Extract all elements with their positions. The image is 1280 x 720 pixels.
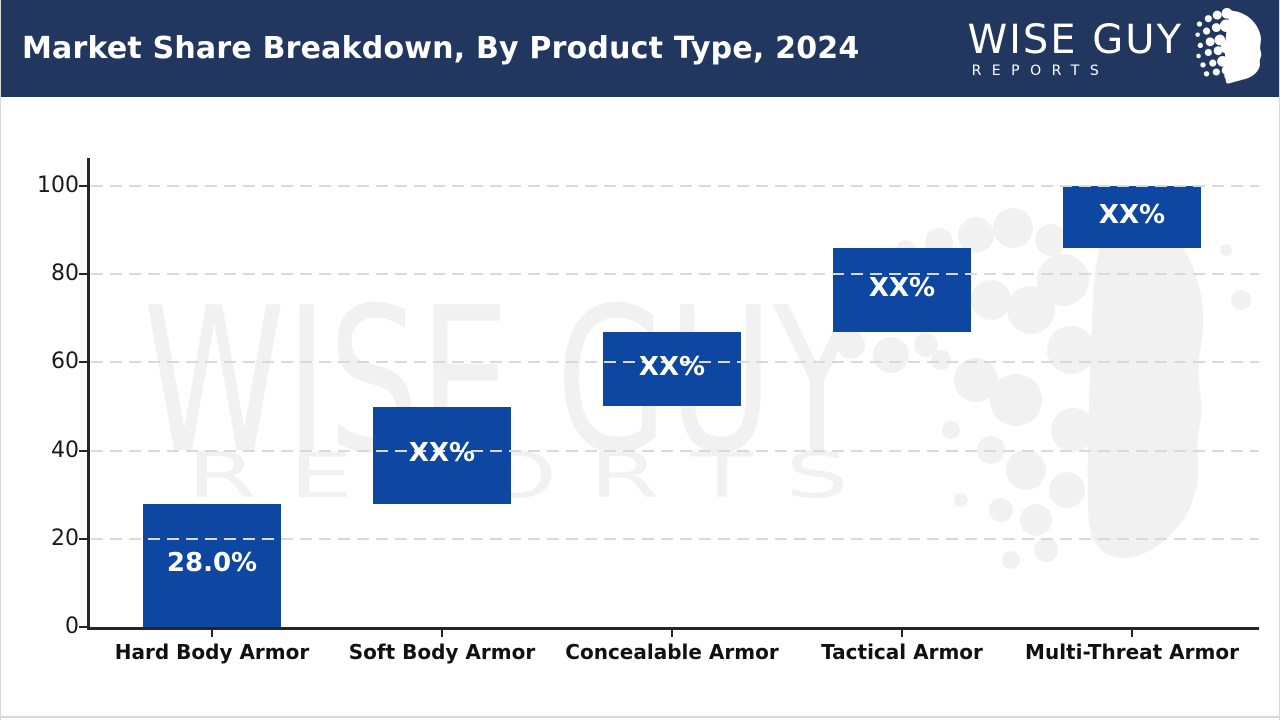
wise-guy-reports-logo: WISE GUY REPORTS	[968, 6, 1267, 90]
y-tick-label: 20	[51, 525, 79, 551]
plot-area: 0 20 40 60 80 100 28.0% XX% XX% XX% XX% Hard Body A…	[1, 97, 1279, 720]
bar-segment	[373, 406, 511, 504]
bar-value-label: XX%	[868, 272, 936, 303]
gridline-40	[91, 449, 1259, 452]
gridline-60	[91, 361, 1259, 364]
y-tick-label: 100	[37, 173, 79, 198]
bar-value-label: XX%	[408, 438, 476, 468]
x-tick-mark	[441, 629, 443, 637]
y-axis-line	[87, 158, 90, 628]
logo-text: WISE GUY REPORTS	[968, 18, 1183, 79]
bar-value-label: XX%	[638, 352, 706, 382]
gridline-80	[91, 273, 1259, 276]
bar-value-label: 28.0%	[166, 548, 258, 579]
x-tick-mark	[211, 629, 213, 637]
x-category-label: Concealable Armor	[565, 640, 779, 664]
y-tick-mark	[79, 361, 87, 364]
gridline-100	[91, 185, 1259, 187]
bottom-border	[1, 716, 1279, 718]
y-tick-label: 40	[51, 437, 79, 463]
y-tick-label: 60	[51, 349, 79, 375]
x-category-label: Tactical Armor	[821, 640, 983, 664]
y-tick-label: 0	[65, 614, 79, 639]
y-tick-mark	[79, 185, 87, 187]
header-band: Market Share Breakdown, By Product Type,…	[1, 0, 1279, 97]
x-category-label: Multi-Threat Armor	[1025, 640, 1239, 664]
bar-segment	[833, 247, 971, 332]
bar-segment	[603, 331, 741, 407]
x-tick-mark	[671, 629, 673, 637]
x-category-label: Hard Body Armor	[114, 640, 310, 664]
bar-value-label: XX%	[1098, 199, 1166, 230]
dotted-head-icon	[1195, 8, 1262, 84]
y-tick-mark	[79, 449, 87, 452]
x-category-label: Soft Body Armor	[348, 640, 536, 664]
y-tick-mark	[79, 537, 87, 540]
x-axis-line	[87, 627, 1259, 630]
x-tick-mark	[901, 629, 903, 637]
bar-segment	[143, 503, 281, 627]
bar-segment	[1063, 186, 1201, 248]
logo-subtitle: REPORTS	[971, 62, 1110, 79]
y-tick-mark	[79, 626, 87, 628]
y-tick-label: 80	[51, 261, 79, 287]
x-tick-mark	[1131, 629, 1133, 637]
y-tick-mark	[79, 273, 87, 276]
page-title: Market Share Breakdown, By Product Type,…	[22, 31, 860, 66]
gridline-20	[91, 537, 1259, 540]
logo-wordmark: WISE GUY	[967, 16, 1183, 63]
